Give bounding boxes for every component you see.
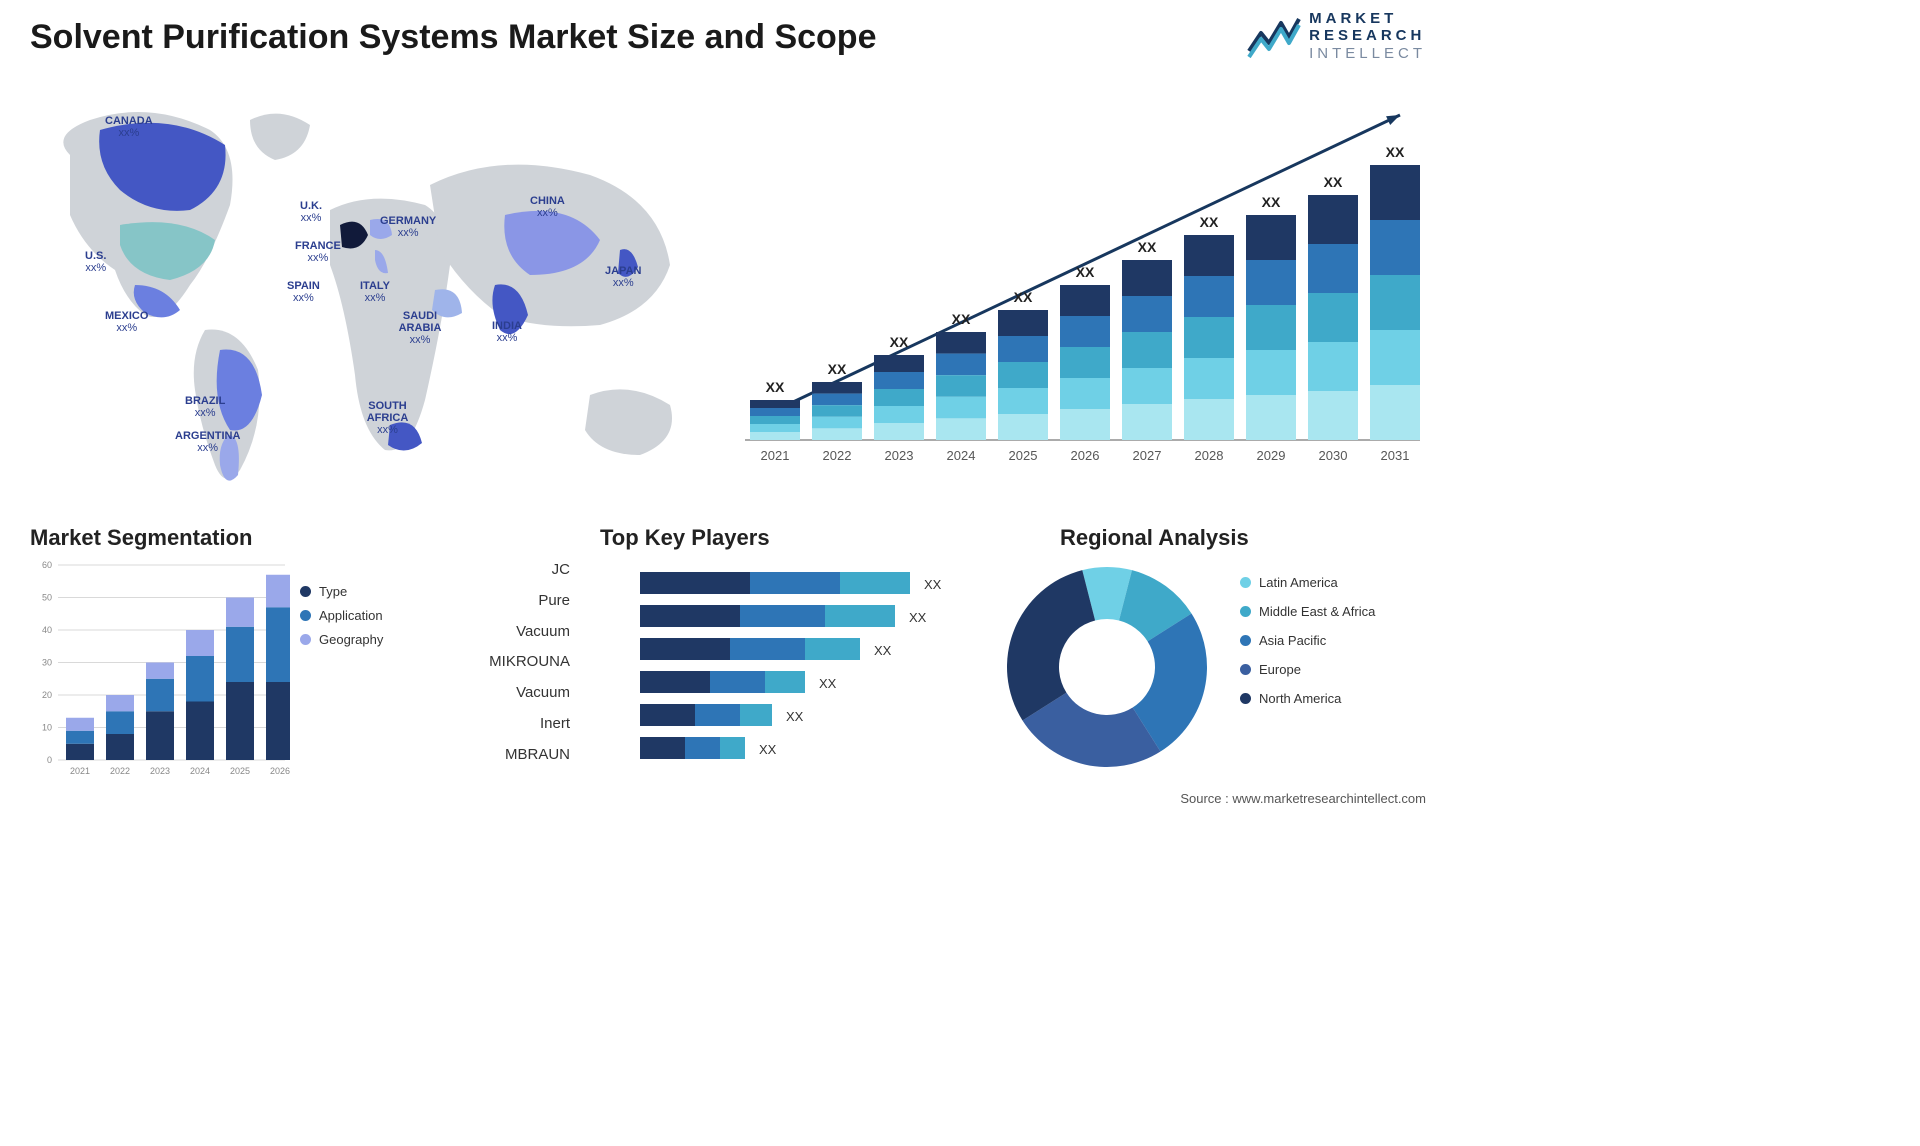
svg-text:0: 0 bbox=[47, 755, 52, 765]
svg-text:2024: 2024 bbox=[947, 448, 976, 463]
svg-text:2022: 2022 bbox=[823, 448, 852, 463]
map-label: GERMANYxx% bbox=[380, 215, 436, 239]
segmentation-extra-labels: JCPureVacuumMIKROUNAVacuumInertMBRAUN bbox=[460, 555, 570, 770]
svg-text:2023: 2023 bbox=[885, 448, 914, 463]
svg-text:2030: 2030 bbox=[1319, 448, 1348, 463]
svg-text:XX: XX bbox=[828, 361, 847, 377]
svg-text:XX: XX bbox=[1076, 264, 1095, 280]
segmentation-legend: Type Application Geography bbox=[300, 575, 383, 656]
map-label: MEXICOxx% bbox=[105, 310, 148, 334]
svg-text:2026: 2026 bbox=[1071, 448, 1100, 463]
map-label: CANADAxx% bbox=[105, 115, 153, 139]
svg-text:XX: XX bbox=[874, 643, 892, 658]
seg-extra-label: MIKROUNA bbox=[460, 647, 570, 678]
svg-text:XX: XX bbox=[1386, 144, 1405, 160]
seg-extra-label: JC bbox=[460, 555, 570, 586]
map-label: FRANCExx% bbox=[295, 240, 341, 264]
logo-line1: MARKET bbox=[1309, 10, 1426, 27]
svg-text:2023: 2023 bbox=[150, 766, 170, 776]
map-label: SAUDI ARABIAxx% bbox=[390, 310, 450, 346]
map-label: CHINAxx% bbox=[530, 195, 565, 219]
map-label: ITALYxx% bbox=[360, 280, 390, 304]
brand-logo: MARKET RESEARCH INTELLECT bbox=[1247, 10, 1426, 62]
svg-text:2021: 2021 bbox=[761, 448, 790, 463]
svg-text:XX: XX bbox=[1200, 214, 1219, 230]
map-label: INDIAxx% bbox=[492, 320, 522, 344]
regional-legend: Latin America Middle East & Africa Asia Pa… bbox=[1240, 575, 1375, 720]
svg-text:2026: 2026 bbox=[270, 766, 290, 776]
svg-text:XX: XX bbox=[819, 676, 837, 691]
growth-chart: XX 2021 XX 2022 XX 2023 XX 2024 XX 2025 XX 2026 XX 20… bbox=[735, 110, 1425, 480]
seg-extra-label: MBRAUN bbox=[460, 740, 570, 771]
source-text: Source : www.marketresearchintellect.com bbox=[1180, 791, 1426, 806]
legend-item: Europe bbox=[1240, 662, 1375, 677]
world-map: CANADAxx% U.S.xx% MEXICOxx% BRAZILxx% ARGENT… bbox=[30, 95, 710, 495]
svg-text:2021: 2021 bbox=[70, 766, 90, 776]
svg-text:60: 60 bbox=[42, 560, 52, 570]
logo-line3: INTELLECT bbox=[1309, 45, 1426, 62]
seg-extra-label: Vacuum bbox=[460, 617, 570, 648]
svg-text:XX: XX bbox=[786, 709, 804, 724]
legend-item: Geography bbox=[300, 632, 383, 647]
players-title: Top Key Players bbox=[600, 525, 770, 551]
svg-text:XX: XX bbox=[1262, 194, 1281, 210]
svg-text:40: 40 bbox=[42, 625, 52, 635]
segmentation-chart: 0 10 20 30 40 50 60 2021 2022 2023 2024 2025 2026 bbox=[30, 560, 290, 790]
svg-text:XX: XX bbox=[890, 334, 909, 350]
svg-text:XX: XX bbox=[759, 742, 777, 757]
regional-donut bbox=[1000, 560, 1215, 775]
svg-text:2025: 2025 bbox=[1009, 448, 1038, 463]
svg-text:2022: 2022 bbox=[110, 766, 130, 776]
map-label: U.K.xx% bbox=[300, 200, 322, 224]
svg-text:10: 10 bbox=[42, 723, 52, 733]
logo-icon bbox=[1247, 13, 1301, 59]
svg-text:2028: 2028 bbox=[1195, 448, 1224, 463]
legend-item: North America bbox=[1240, 691, 1375, 706]
players-chart: XX XX XX XX XX XX bbox=[640, 564, 970, 794]
svg-text:XX: XX bbox=[766, 379, 785, 395]
svg-text:20: 20 bbox=[42, 690, 52, 700]
svg-text:XX: XX bbox=[1014, 289, 1033, 305]
seg-extra-label: Pure bbox=[460, 586, 570, 617]
seg-extra-label: Inert bbox=[460, 709, 570, 740]
svg-text:2031: 2031 bbox=[1381, 448, 1410, 463]
seg-extra-label: Vacuum bbox=[460, 678, 570, 709]
svg-text:50: 50 bbox=[42, 593, 52, 603]
svg-text:2029: 2029 bbox=[1257, 448, 1286, 463]
map-label: SOUTH AFRICAxx% bbox=[360, 400, 415, 436]
legend-item: Latin America bbox=[1240, 575, 1375, 590]
svg-text:XX: XX bbox=[1324, 174, 1343, 190]
legend-item: Middle East & Africa bbox=[1240, 604, 1375, 619]
logo-line2: RESEARCH bbox=[1309, 27, 1426, 44]
legend-item: Asia Pacific bbox=[1240, 633, 1375, 648]
svg-text:2024: 2024 bbox=[190, 766, 210, 776]
map-label: U.S.xx% bbox=[85, 250, 106, 274]
segmentation-title: Market Segmentation bbox=[30, 525, 253, 551]
map-label: SPAINxx% bbox=[287, 280, 320, 304]
map-label: BRAZILxx% bbox=[185, 395, 225, 419]
svg-text:XX: XX bbox=[924, 577, 942, 592]
regional-title: Regional Analysis bbox=[1060, 525, 1249, 551]
legend-item: Application bbox=[300, 608, 383, 623]
svg-text:2025: 2025 bbox=[230, 766, 250, 776]
map-label: JAPANxx% bbox=[605, 265, 641, 289]
svg-text:XX: XX bbox=[1138, 239, 1157, 255]
map-label: ARGENTINAxx% bbox=[175, 430, 240, 454]
svg-text:30: 30 bbox=[42, 658, 52, 668]
svg-text:2027: 2027 bbox=[1133, 448, 1162, 463]
svg-text:XX: XX bbox=[909, 610, 927, 625]
page-title: Solvent Purification Systems Market Size… bbox=[30, 18, 876, 57]
svg-text:XX: XX bbox=[952, 311, 971, 327]
legend-item: Type bbox=[300, 584, 383, 599]
